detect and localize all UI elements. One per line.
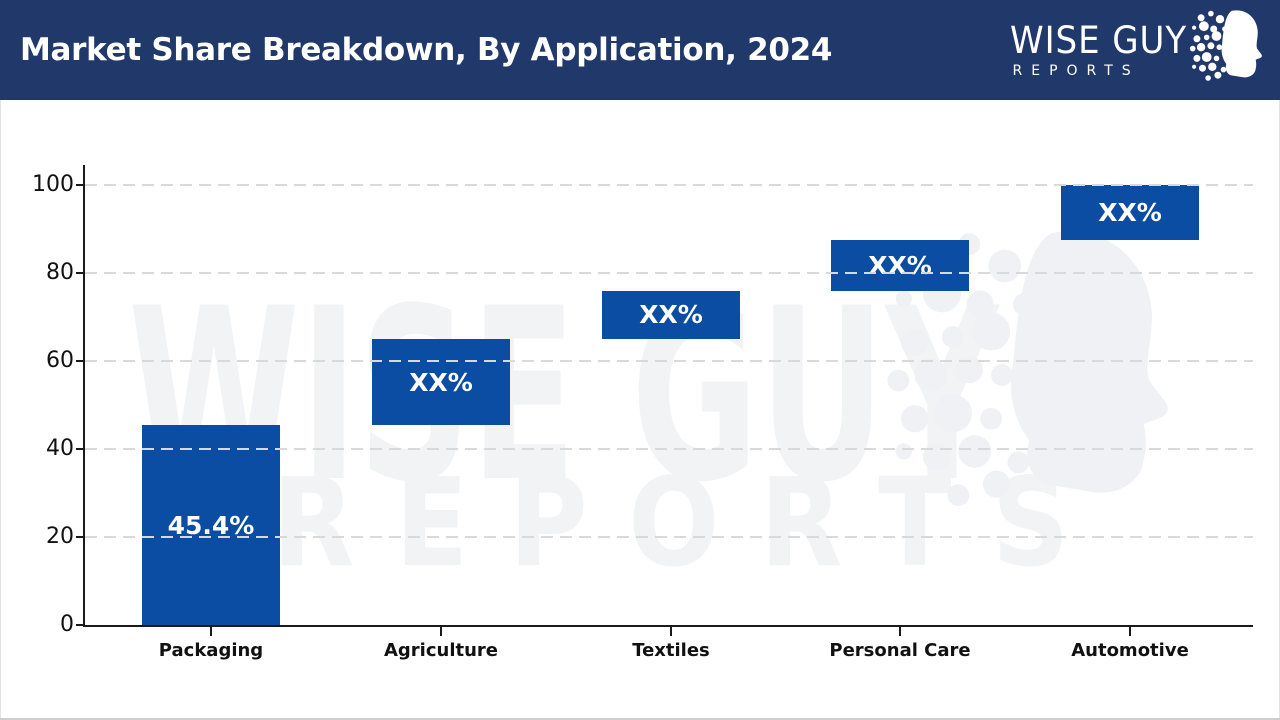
bar-agriculture: XX% <box>372 339 510 426</box>
x-category-label: Personal Care <box>829 640 971 661</box>
y-gridline <box>85 360 1253 362</box>
bar-textiles: XX% <box>602 290 740 339</box>
bar-value-label-personal-care: XX% <box>868 250 932 280</box>
wiseguy-logo-text: WISE GUY REPORTS <box>1010 22 1202 78</box>
x-tick-mark <box>440 627 442 636</box>
x-category-label: Packaging <box>158 640 264 661</box>
y-tick-mark <box>76 536 85 538</box>
y-tick-label: 60 <box>46 348 74 373</box>
logo-subtitle: REPORTS <box>1012 63 1140 79</box>
bar-automotive: XX% <box>1061 185 1199 240</box>
y-axis-line <box>83 165 85 625</box>
bar-value-label-automotive: XX% <box>1098 198 1162 227</box>
wiseguy-face-icon <box>1189 10 1262 81</box>
y-gridline <box>85 448 1253 450</box>
x-axis-line <box>83 625 1253 627</box>
header-bar: Market Share Breakdown, By Application, … <box>0 0 1280 100</box>
x-category-label: Automotive <box>1071 640 1189 661</box>
y-tick-label: 80 <box>46 260 74 285</box>
y-tick-mark <box>76 448 85 450</box>
wiseguy-logo: WISE GUY REPORTS <box>1010 8 1280 92</box>
watermark-subtitle: REPORTS <box>272 452 1110 594</box>
x-category-label: Agriculture <box>383 640 499 661</box>
y-tick-mark <box>76 624 85 626</box>
y-tick-label: 0 <box>60 612 74 637</box>
page-title: Market Share Breakdown, By Application, … <box>20 32 833 68</box>
bar-packaging: 45.4% <box>142 425 280 625</box>
bar-value-label-packaging: 45.4% <box>167 510 255 540</box>
y-tick-mark <box>76 360 85 362</box>
bar-personal-care: XX% <box>831 240 969 291</box>
y-tick-label: 100 <box>32 172 74 197</box>
y-tick-mark <box>76 184 85 186</box>
bottom-edge-divider <box>0 718 1280 720</box>
x-tick-mark <box>1129 627 1131 636</box>
x-tick-mark <box>210 627 212 636</box>
y-tick-mark <box>76 272 85 274</box>
x-category-label: Textiles <box>632 640 710 661</box>
y-tick-label: 40 <box>46 436 74 461</box>
y-gridline <box>85 184 1253 186</box>
logo-wordmark: WISE GUY <box>1009 19 1187 62</box>
y-gridline <box>85 536 1253 538</box>
y-tick-label: 20 <box>46 524 74 549</box>
x-tick-mark <box>899 627 901 636</box>
bar-value-label-textiles: XX% <box>639 300 703 330</box>
bar-value-label-agriculture: XX% <box>409 367 473 397</box>
y-gridline <box>85 272 1253 274</box>
x-tick-mark <box>670 627 672 636</box>
